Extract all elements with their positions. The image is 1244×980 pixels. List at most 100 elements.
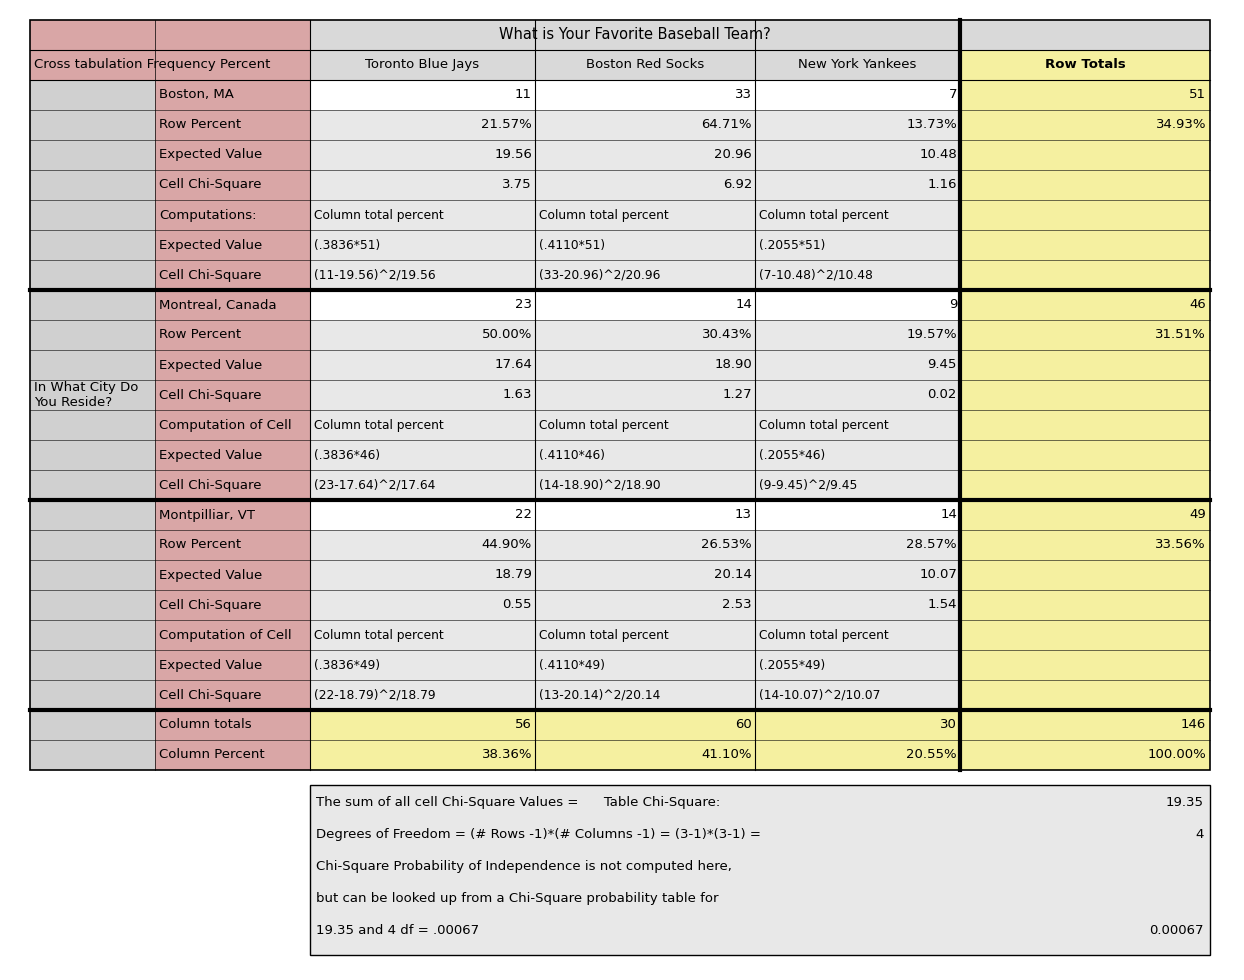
Bar [755,110,960,140]
Bar [30,650,156,680]
Text: Column total percent: Column total percent [759,209,888,221]
Text: Cell Chi-Square: Cell Chi-Square [159,689,261,702]
Text: 33: 33 [735,88,753,102]
Text: Column Percent: Column Percent [159,749,265,761]
Bar [30,500,156,530]
Bar [535,170,755,200]
Bar [30,740,156,770]
Bar [755,230,960,260]
Bar [310,410,535,440]
Text: Column total percent: Column total percent [759,418,888,431]
Text: 19.35 and 4 df = .00067: 19.35 and 4 df = .00067 [316,924,479,937]
Text: Toronto Blue Jays: Toronto Blue Jays [366,59,480,72]
Bar [535,290,755,320]
Bar [30,380,156,410]
Bar [960,50,1210,80]
Text: 19.57%: 19.57% [907,328,957,341]
Bar [535,470,755,500]
Text: Cross tabulation Frequency Percent: Cross tabulation Frequency Percent [34,59,270,72]
Text: Cell Chi-Square: Cell Chi-Square [159,599,261,612]
Text: Column total percent: Column total percent [313,418,444,431]
Bar [960,680,1210,710]
Text: 146: 146 [1181,718,1205,731]
Text: Column total percent: Column total percent [759,628,888,642]
Text: 28.57%: 28.57% [907,538,957,552]
Bar [960,410,1210,440]
Text: Expected Value: Expected Value [159,238,262,252]
Text: 10.07: 10.07 [919,568,957,581]
Bar [30,350,156,380]
Bar [755,80,960,110]
Bar [535,620,755,650]
Bar [30,560,156,590]
Bar [755,590,960,620]
Bar [310,590,535,620]
Bar [156,170,310,200]
Text: (14-10.07)^2/10.07: (14-10.07)^2/10.07 [759,689,881,702]
Bar [310,440,535,470]
Text: The sum of all cell Chi-Square Values =      Table Chi-Square:: The sum of all cell Chi-Square Values = … [316,796,720,809]
Bar [535,590,755,620]
Text: 19.56: 19.56 [494,149,532,162]
Text: (.2055*49): (.2055*49) [759,659,825,671]
Bar [30,20,1210,770]
Text: 20.14: 20.14 [714,568,753,581]
Text: 44.90%: 44.90% [481,538,532,552]
Text: 13: 13 [735,509,753,521]
Bar [30,320,156,350]
Bar [960,140,1210,170]
Bar [310,785,1210,955]
Bar [755,320,960,350]
Text: but can be looked up from a Chi-Square probability table for: but can be looked up from a Chi-Square p… [316,892,719,906]
Text: 49: 49 [1189,509,1205,521]
Bar [755,470,960,500]
Text: Expected Value: Expected Value [159,359,262,371]
Bar [535,560,755,590]
Bar [960,500,1210,530]
Text: (.3836*46): (.3836*46) [313,449,381,462]
Bar [310,500,535,530]
Text: 41.10%: 41.10% [702,749,753,761]
Text: Montreal, Canada: Montreal, Canada [159,299,276,312]
Text: Row Totals: Row Totals [1045,59,1126,72]
Bar [156,320,310,350]
Bar [960,650,1210,680]
Bar [30,290,156,320]
Text: Chi-Square Probability of Independence is not computed here,: Chi-Square Probability of Independence i… [316,860,731,873]
Text: (.3836*51): (.3836*51) [313,238,381,252]
Bar [310,20,960,50]
Text: 14: 14 [940,509,957,521]
Bar [30,260,156,290]
Text: (33-20.96)^2/20.96: (33-20.96)^2/20.96 [539,269,661,281]
Bar [156,140,310,170]
Text: 30.43%: 30.43% [702,328,753,341]
Text: 14: 14 [735,299,753,312]
Bar [310,80,535,110]
Text: 51: 51 [1189,88,1205,102]
Bar [310,290,535,320]
Bar [755,290,960,320]
Text: 7: 7 [948,88,957,102]
Text: (23-17.64)^2/17.64: (23-17.64)^2/17.64 [313,478,435,492]
Bar [960,20,1210,50]
Bar [310,620,535,650]
Bar [755,380,960,410]
Bar [310,200,535,230]
Bar [30,170,156,200]
Bar [960,230,1210,260]
Text: 17.64: 17.64 [494,359,532,371]
Bar [156,560,310,590]
Bar [156,200,310,230]
Text: Cell Chi-Square: Cell Chi-Square [159,388,261,402]
Bar [156,500,310,530]
Bar [156,230,310,260]
Bar [310,530,535,560]
Bar [535,500,755,530]
Bar [960,710,1210,740]
Bar [960,320,1210,350]
Text: Boston Red Socks: Boston Red Socks [586,59,704,72]
Bar [535,260,755,290]
Text: Column total percent: Column total percent [313,628,444,642]
Bar [30,80,156,110]
Bar [156,710,310,740]
